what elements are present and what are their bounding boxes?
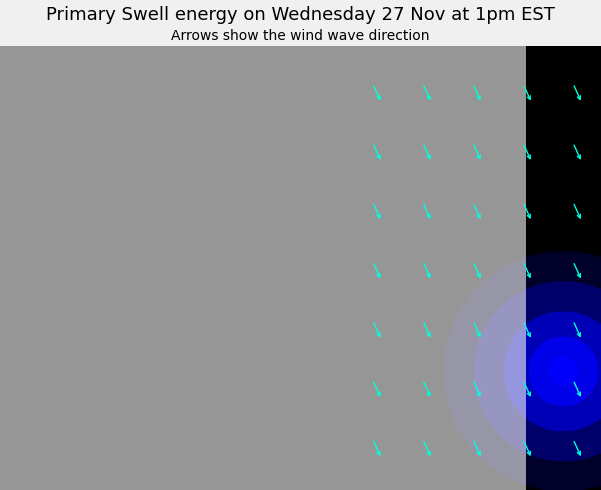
Text: Primary Swell energy on Wednesday 27 Nov at 1pm EST: Primary Swell energy on Wednesday 27 Nov… [46,5,555,24]
Text: Arrows show the wind wave direction: Arrows show the wind wave direction [171,28,430,43]
